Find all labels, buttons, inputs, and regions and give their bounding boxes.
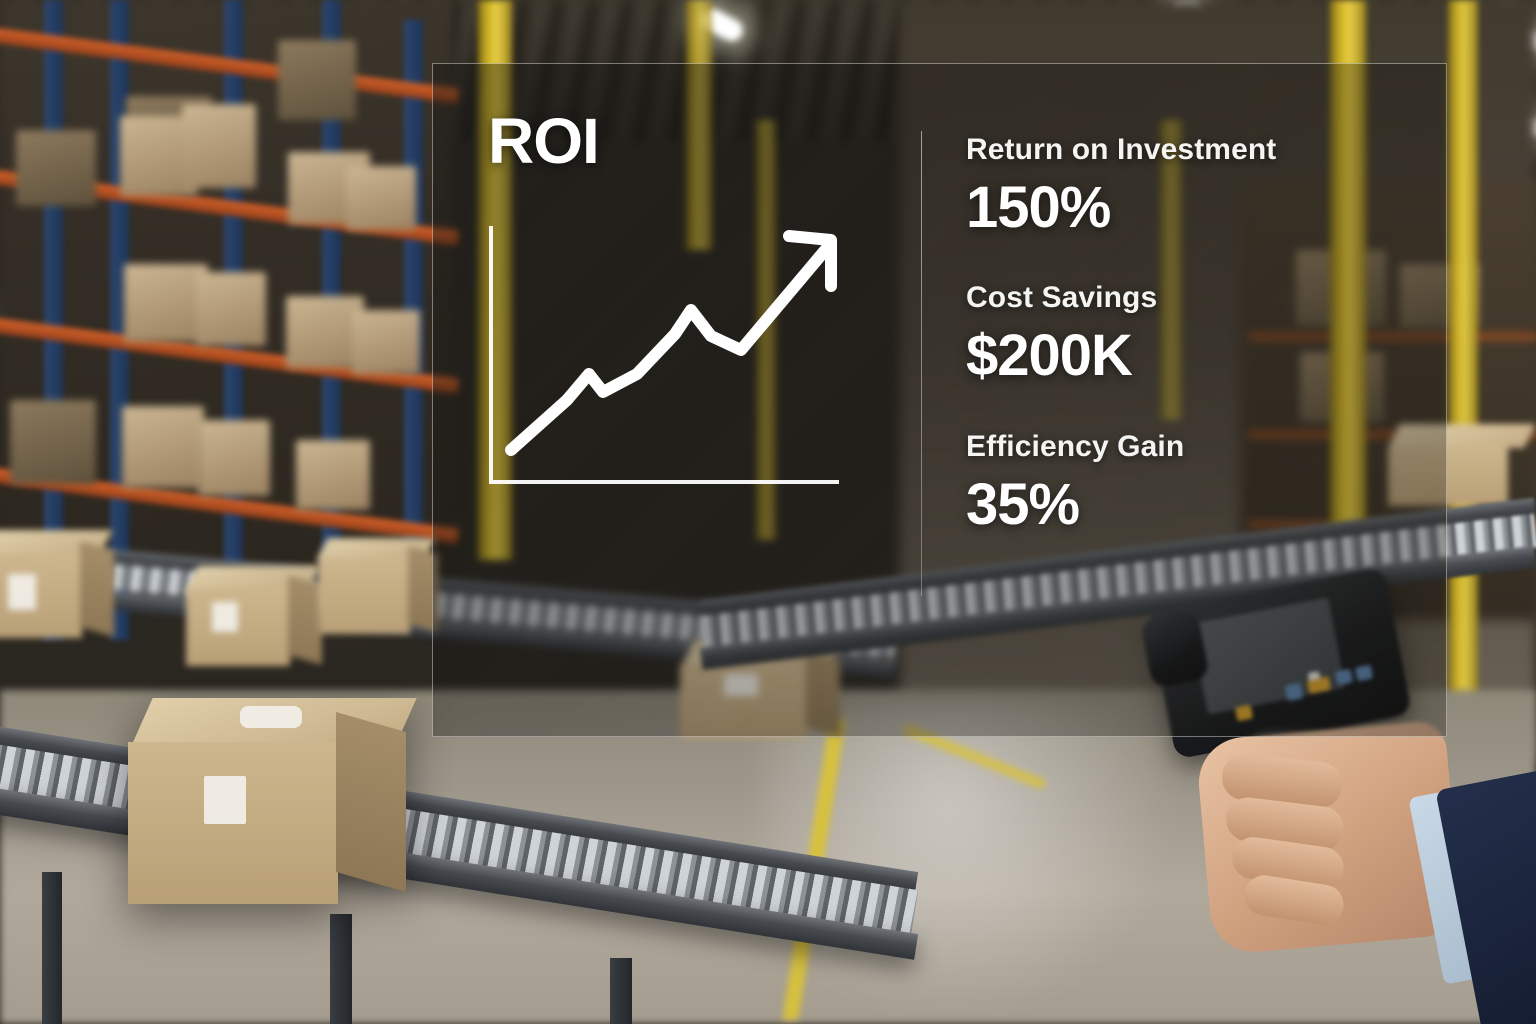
metric-efficiency-gain: Efficiency Gain 35%: [966, 429, 1406, 539]
stored-carton: [196, 272, 266, 346]
rack-upright: [404, 20, 423, 580]
carton-on-conveyor: [185, 566, 326, 670]
carton-on-conveyor: [316, 538, 442, 642]
metric-value: 35%: [966, 471, 1080, 537]
metric-value: 150%: [966, 175, 1111, 240]
stored-carton: [10, 400, 96, 484]
stored-carton: [296, 440, 370, 510]
stored-carton: [286, 296, 364, 368]
stored-carton: [124, 264, 208, 342]
stored-carton: [122, 406, 204, 488]
page-title: ROI: [488, 105, 600, 177]
roi-overlay-panel: ROI Return on Investment 150% Cost Sa: [432, 63, 1447, 737]
stored-carton: [16, 130, 96, 206]
carton-on-conveyor: [0, 530, 120, 640]
metrics-list: Return on Investment 150% Cost Savings $…: [966, 132, 1406, 539]
metric-label: Efficiency Gain: [966, 429, 1185, 463]
panel-divider: [921, 131, 922, 596]
metric-value: $200K: [966, 323, 1133, 389]
stored-carton: [182, 104, 256, 188]
metric-return-on-investment: Return on Investment 150%: [966, 132, 1406, 242]
stored-carton: [198, 420, 270, 496]
roi-line-chart: [479, 224, 879, 494]
chart-axes: [489, 226, 839, 484]
safety-pillar: [1448, 0, 1478, 760]
stored-carton: [352, 310, 420, 374]
trend-up-arrow-icon: [505, 230, 837, 456]
conveyor-foreground: [0, 700, 970, 1024]
carton-foreground: [128, 698, 428, 908]
stored-carton: [278, 40, 356, 120]
metric-cost-savings: Cost Savings $200K: [966, 280, 1406, 390]
stored-carton: [346, 166, 416, 230]
metric-label: Return on Investment: [966, 133, 1277, 166]
metric-label: Cost Savings: [966, 281, 1158, 315]
